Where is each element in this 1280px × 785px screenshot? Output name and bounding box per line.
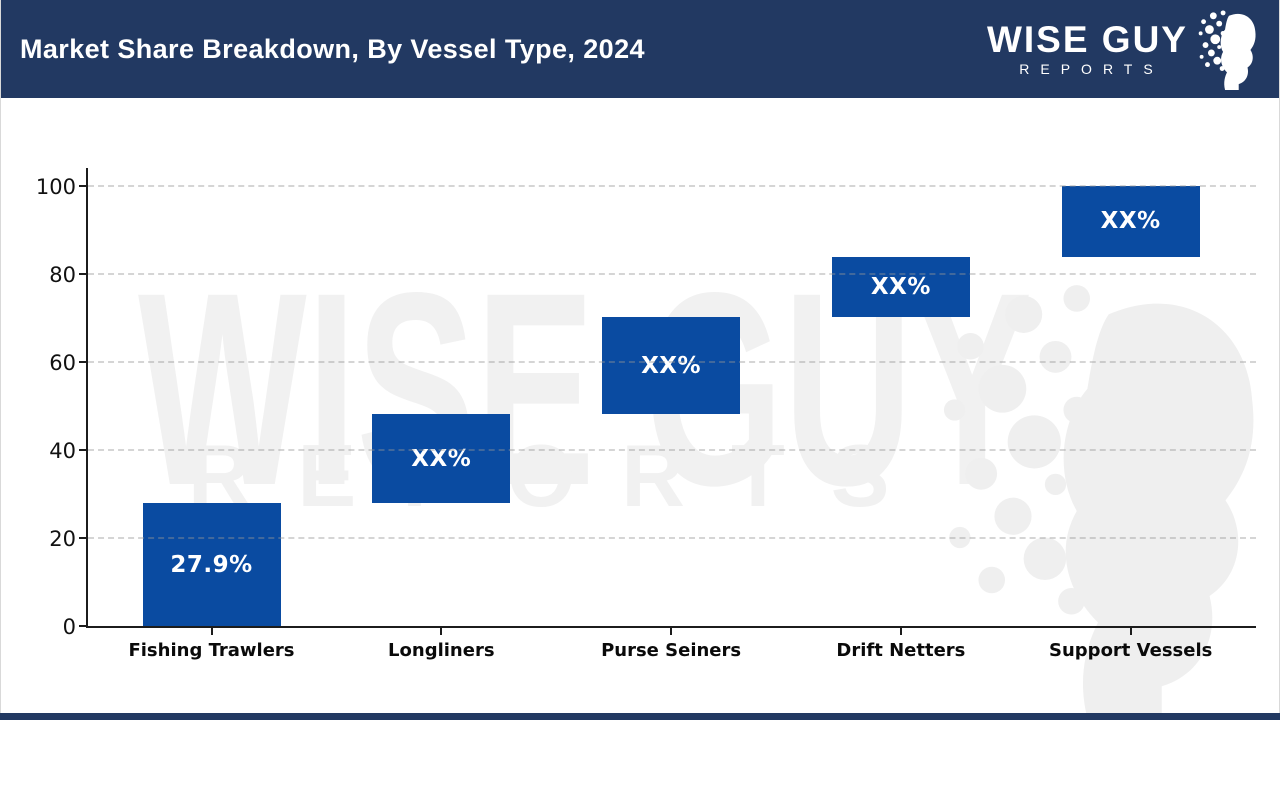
bar: XX% (1061, 186, 1200, 257)
y-tick-label: 80 (49, 263, 76, 287)
category-label: Support Vessels (1049, 640, 1213, 661)
header: Market Share Breakdown, By Vessel Type, … (0, 0, 1280, 98)
bar-value-label: XX% (1100, 208, 1161, 235)
bar-value-label: XX% (870, 273, 931, 300)
bar-value-label: XX% (411, 445, 472, 472)
x-tick-mark (440, 627, 443, 635)
y-tick-label: 60 (49, 351, 76, 375)
brand-wordmark: WISE GUY (986, 18, 1188, 60)
gridline (88, 185, 1256, 187)
y-tick-label: 40 (49, 439, 76, 463)
y-axis-line (86, 168, 88, 628)
head-silhouette-icon (1198, 10, 1256, 90)
footer-bar (0, 713, 1280, 720)
brand-text: WISE GUY REPORTS (986, 18, 1188, 78)
chart-area: 0 20 40 60 80 100 27.9% Fishing Trawlers XX% Long… (0, 98, 1280, 713)
gridline (88, 449, 1256, 451)
y-tick-mark (79, 537, 87, 539)
x-tick-mark (670, 627, 673, 635)
bar: XX% (831, 256, 970, 318)
gridline (88, 537, 1256, 539)
category-label: Fishing Trawlers (128, 640, 295, 661)
gridline (88, 361, 1256, 363)
bar-value-label: 27.9% (170, 551, 253, 578)
y-tick-mark (79, 361, 87, 363)
x-axis-line (86, 626, 1256, 628)
x-tick-mark (210, 627, 213, 635)
category-label: Purse Seiners (601, 640, 742, 661)
category-label: Drift Netters (836, 640, 966, 661)
bar-value-label: XX% (641, 352, 702, 379)
gridline (88, 273, 1256, 275)
y-tick-label: 0 (62, 615, 76, 639)
bar: XX% (372, 414, 511, 504)
y-tick-mark (79, 449, 87, 451)
bar: 27.9% (142, 503, 281, 626)
x-tick-mark (1129, 627, 1132, 635)
y-tick-label: 100 (35, 175, 76, 199)
y-tick-mark (79, 625, 87, 627)
x-tick-mark (899, 627, 902, 635)
y-tick-mark (79, 185, 87, 187)
bar: XX% (602, 317, 741, 415)
y-tick-label: 20 (49, 527, 76, 551)
category-label: Longliners (388, 640, 495, 661)
y-tick-mark (79, 273, 87, 275)
page-title: Market Share Breakdown, By Vessel Type, … (20, 33, 645, 64)
brand-logo: WISE GUY REPORTS (987, 8, 1264, 90)
brand-subtext: REPORTS (1019, 61, 1164, 78)
